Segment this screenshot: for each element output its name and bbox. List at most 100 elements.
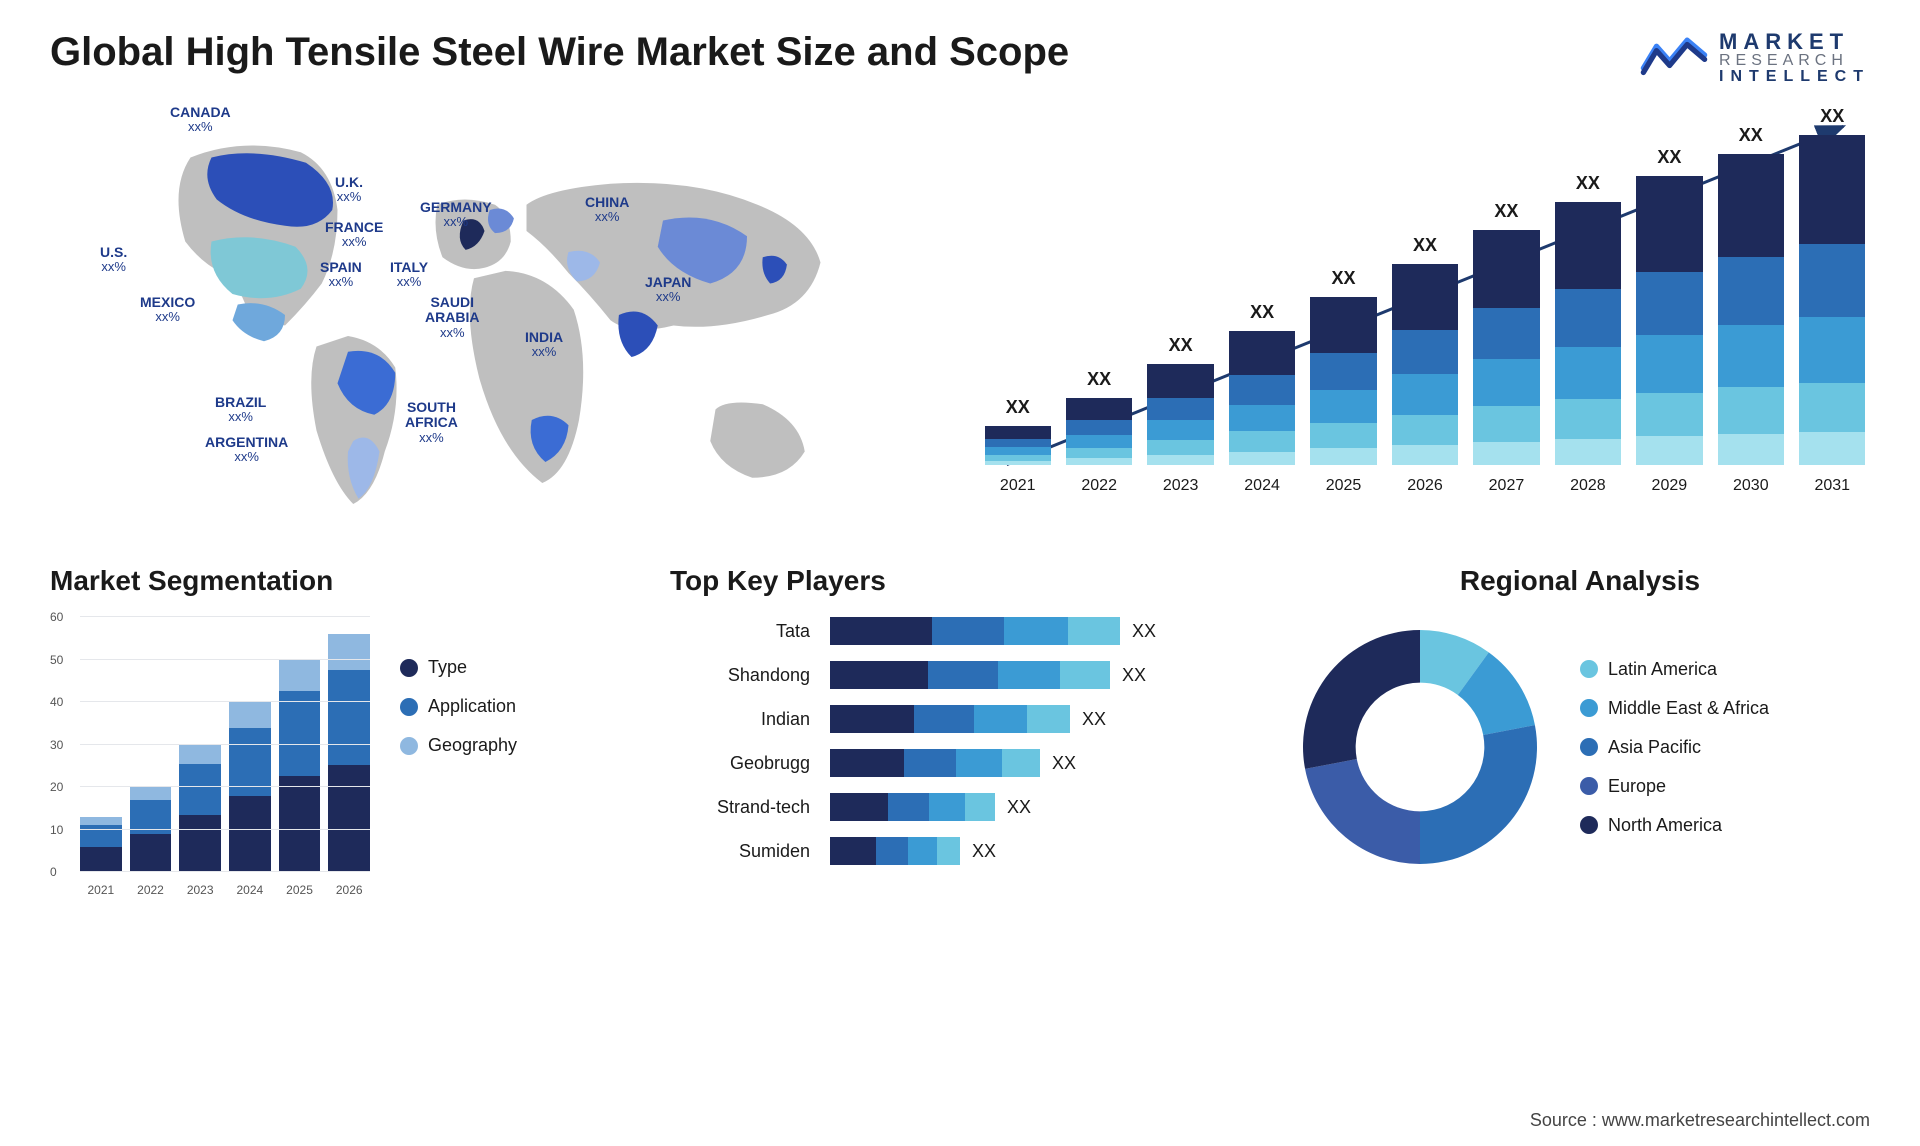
forecast-year-label: 2022 [1061,477,1136,495]
forecast-bar: XX [1795,135,1870,465]
segmentation-chart: 0102030405060 202120222023202420252026 [50,617,370,897]
forecast-bar: XX [1143,364,1218,465]
players-title: Top Key Players [670,565,1250,597]
player-name-label: Indian [670,705,810,733]
forecast-year-label: 2024 [1224,477,1299,495]
map-country-label: U.S.xx% [100,245,127,275]
segmentation-ytick: 40 [50,695,63,709]
forecast-year-label: 2025 [1306,477,1381,495]
map-country-label: FRANCExx% [325,220,383,250]
player-name-label: Geobrugg [670,749,810,777]
player-value-label: XX [1007,797,1031,818]
source-attribution: Source : www.marketresearchintellect.com [1530,1110,1870,1131]
segmentation-legend: Type Application Geography [400,617,517,897]
map-country-label: ITALYxx% [390,260,428,290]
map-country-label: INDIAxx% [525,330,563,360]
segmentation-ytick: 50 [50,653,63,667]
forecast-year-label: 2023 [1143,477,1218,495]
forecast-bar: XX [1061,398,1136,465]
player-value-label: XX [1052,753,1076,774]
forecast-year-label: 2031 [1795,477,1870,495]
player-name-label: Sumiden [670,837,810,865]
player-value-label: XX [1132,621,1156,642]
segmentation-ytick: 30 [50,738,63,752]
player-bar: XX [830,793,1250,821]
forecast-bar-value: XX [1332,268,1356,289]
map-country-label: GERMANYxx% [420,200,492,230]
regional-legend-item: Middle East & Africa [1580,698,1769,719]
regional-legend-item: Europe [1580,776,1769,797]
forecast-bar-value: XX [1169,335,1193,356]
forecast-bar-value: XX [1413,235,1437,256]
player-bar: XX [830,749,1250,777]
segmentation-ytick: 60 [50,610,63,624]
segmentation-year-label: 2022 [130,883,172,897]
segmentation-year-label: 2025 [279,883,321,897]
forecast-bar-value: XX [1739,125,1763,146]
regional-donut-chart [1290,617,1550,877]
map-country-label: JAPANxx% [645,275,691,305]
brand-logo-icon [1639,30,1709,85]
forecast-chart-panel: XXXXXXXXXXXXXXXXXXXXXX 20212022202320242… [980,105,1870,525]
players-panel: Top Key Players Tata Shandong Indian Geobru… [670,565,1250,897]
forecast-bar-value: XX [1494,201,1518,222]
forecast-bar-value: XX [1820,106,1844,127]
brand-logo: MARKET RESEARCH INTELLECT [1639,30,1870,85]
regional-legend: Latin AmericaMiddle East & AfricaAsia Pa… [1580,659,1769,836]
segmentation-year-label: 2024 [229,883,271,897]
forecast-bar-value: XX [1576,173,1600,194]
segmentation-bar [279,660,321,873]
segmentation-legend-item: Application [400,696,517,717]
segmentation-title: Market Segmentation [50,565,630,597]
forecast-bar: XX [1713,154,1788,465]
forecast-year-label: 2030 [1713,477,1788,495]
player-name-label: Strand-tech [670,793,810,821]
segmentation-bar [179,745,221,873]
player-bar: XX [830,661,1250,689]
map-country-label: BRAZILxx% [215,395,266,425]
forecast-bar: XX [1224,331,1299,465]
player-value-label: XX [1122,665,1146,686]
regional-donut-slice [1420,725,1537,864]
regional-donut-slice [1305,759,1420,864]
forecast-year-label: 2029 [1632,477,1707,495]
forecast-bar: XX [1469,230,1544,465]
forecast-bar: XX [980,426,1055,465]
forecast-year-label: 2021 [980,477,1055,495]
segmentation-year-label: 2021 [80,883,122,897]
regional-legend-item: North America [1580,815,1769,836]
brand-logo-text: MARKET RESEARCH INTELLECT [1719,31,1870,85]
map-country-label: CANADAxx% [170,105,231,135]
forecast-bar: XX [1306,297,1381,465]
regional-legend-item: Latin America [1580,659,1769,680]
segmentation-panel: Market Segmentation 0102030405060 202120… [50,565,630,897]
player-bar: XX [830,837,1250,865]
forecast-bar: XX [1387,264,1462,465]
segmentation-bar [80,817,122,872]
segmentation-ytick: 20 [50,780,63,794]
player-name-label: Shandong [670,661,810,689]
forecast-bar-value: XX [1006,397,1030,418]
map-country-label: SPAINxx% [320,260,362,290]
segmentation-bar [328,634,370,872]
map-country-label: MEXICOxx% [140,295,195,325]
segmentation-legend-item: Geography [400,735,517,756]
player-bar: XX [830,705,1250,733]
player-value-label: XX [1082,709,1106,730]
players-labels: Tata Shandong Indian Geobrugg Strand-tech Sum… [670,617,810,865]
forecast-bar: XX [1550,202,1625,465]
regional-panel: Regional Analysis Latin America Middle Ea… [1290,565,1870,897]
player-name-label: Tata [670,617,810,645]
forecast-bar-value: XX [1087,369,1111,390]
segmentation-ytick: 0 [50,865,57,879]
segmentation-bar [130,787,172,872]
segmentation-year-label: 2026 [328,883,370,897]
segmentation-year-label: 2023 [179,883,221,897]
segmentation-bar [229,702,271,872]
map-country-label: U.K.xx% [335,175,363,205]
forecast-bar: XX [1632,176,1707,465]
world-map-panel: CANADAxx%U.S.xx%MEXICOxx%BRAZILxx%ARGENT… [50,105,940,525]
regional-title: Regional Analysis [1290,565,1870,597]
segmentation-legend-item: Type [400,657,517,678]
player-value-label: XX [972,841,996,862]
